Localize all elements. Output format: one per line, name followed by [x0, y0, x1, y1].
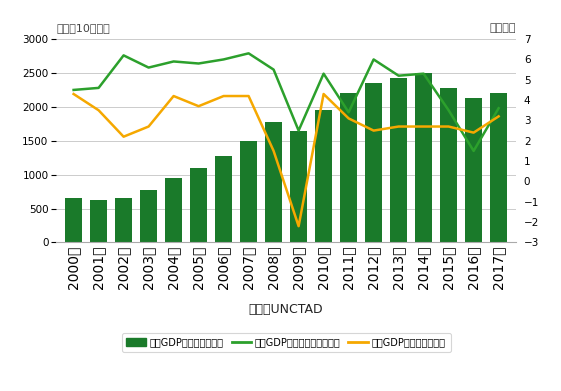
Bar — [265, 122, 282, 242]
Bar — [90, 201, 107, 242]
Bar — [341, 93, 357, 242]
Bar — [490, 93, 507, 242]
Bar — [365, 83, 381, 242]
Bar — [291, 131, 307, 242]
Bar — [440, 88, 457, 242]
Bar — [315, 110, 332, 242]
Bar — [215, 156, 232, 242]
Bar — [66, 198, 82, 242]
Text: 出所：UNCTAD: 出所：UNCTAD — [249, 303, 324, 316]
Bar — [116, 198, 132, 242]
Bar — [241, 141, 257, 242]
Bar — [165, 178, 182, 242]
Bar — [390, 79, 407, 242]
Text: 単位：％: 単位：％ — [490, 23, 516, 33]
Bar — [416, 73, 432, 242]
Bar — [466, 98, 482, 242]
Bar — [191, 168, 207, 242]
Bar — [140, 190, 157, 242]
Text: 単位：10億ドル: 単位：10億ドル — [56, 23, 110, 33]
Legend: 名目GDP値（アフリカ）, 実質GDP成長率（アフリカ）, 実質GDP成長率（世界）: 名目GDP値（アフリカ）, 実質GDP成長率（アフリカ）, 実質GDP成長率（世… — [122, 333, 450, 352]
